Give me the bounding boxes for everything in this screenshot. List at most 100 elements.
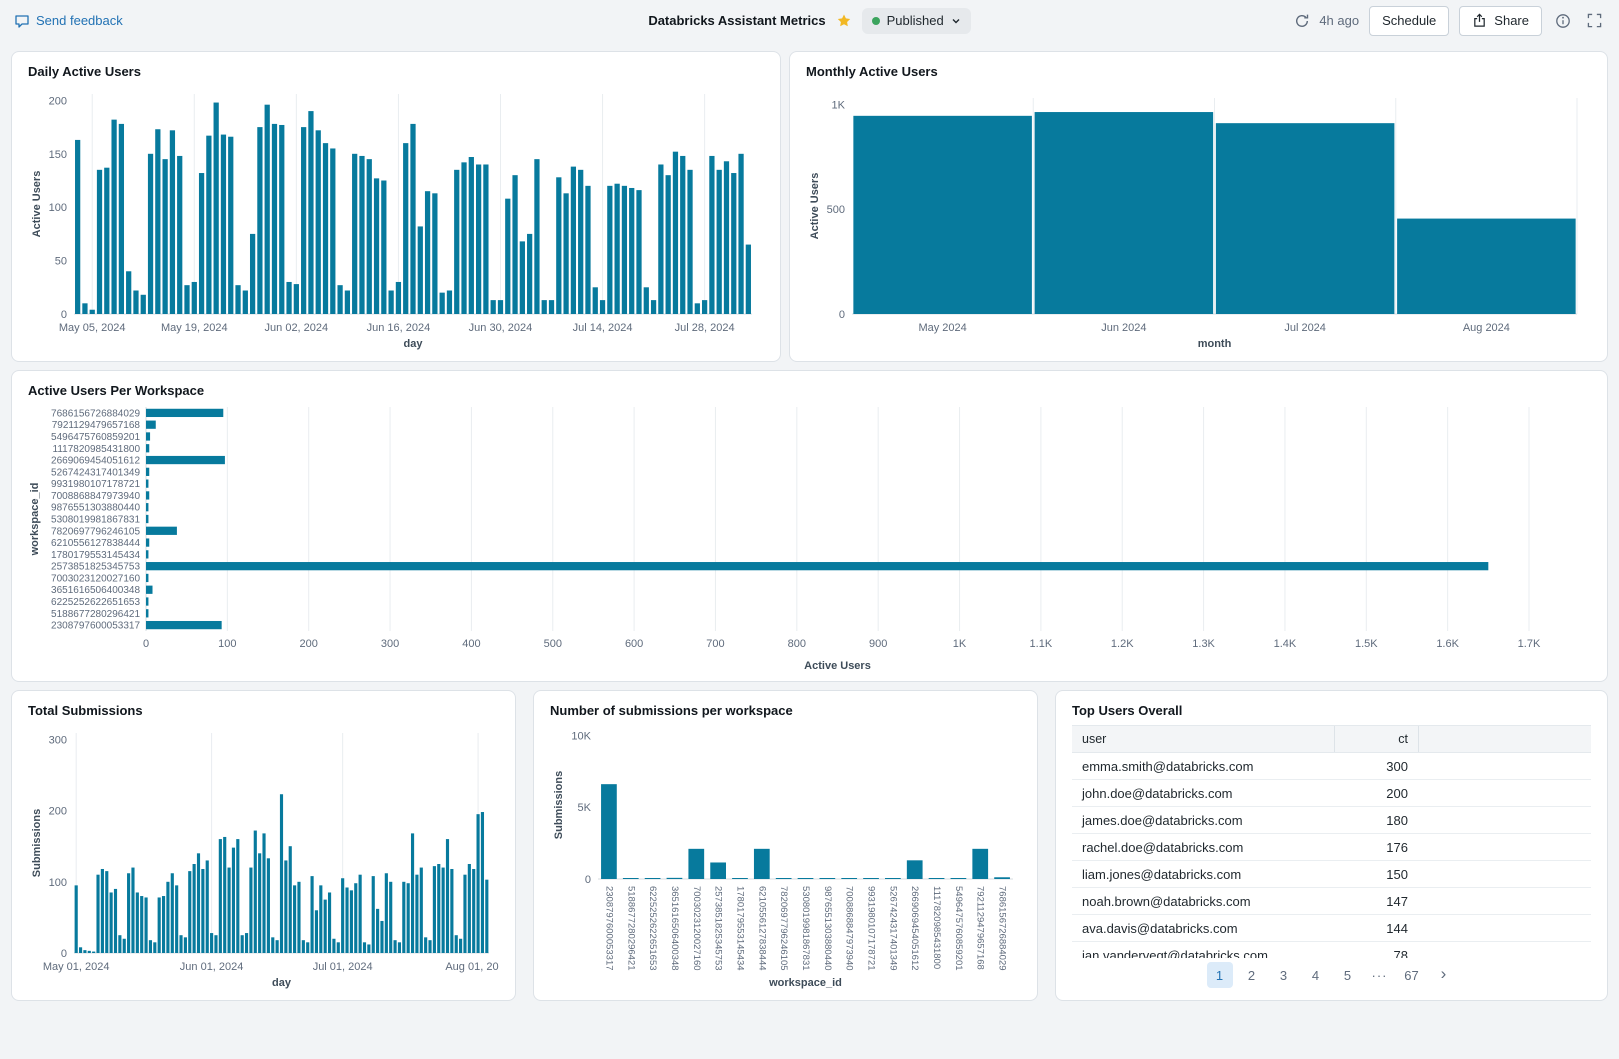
svg-text:2308797600053317: 2308797600053317 xyxy=(51,621,140,632)
pagination-ellipsis: ··· xyxy=(1371,967,1388,983)
monthly-active-users-chart[interactable]: 0 500 1K May 2024 Jun 2024 Jul 2024 Aug 2024 mo… xyxy=(806,86,1591,352)
svg-text:May 19, 2024: May 19, 2024 xyxy=(161,322,228,334)
table-header-row: user ct xyxy=(1072,725,1591,753)
count-cell: 176 xyxy=(1386,839,1408,855)
refresh-button[interactable] xyxy=(1291,10,1313,32)
pagination-page-4[interactable]: 4 xyxy=(1311,967,1320,983)
pagination-page-5[interactable]: 5 xyxy=(1343,967,1352,983)
chart-title-monthly-active-users: Monthly Active Users xyxy=(806,64,938,79)
svg-text:2669069454051612: 2669069454051612 xyxy=(909,886,920,971)
svg-text:5308019981867831: 5308019981867831 xyxy=(800,886,811,971)
svg-text:7686156726884029: 7686156726884029 xyxy=(51,408,140,419)
chart-title-total-submissions: Total Submissions xyxy=(28,703,143,718)
svg-text:day: day xyxy=(272,977,292,989)
svg-text:7003023120027160: 7003023120027160 xyxy=(691,886,702,971)
pagination-page-3[interactable]: 3 xyxy=(1279,967,1288,983)
submissions-per-workspace-chart[interactable]: 0 5K 10K 2308797600053317 5188677280296421 62… xyxy=(550,725,1021,991)
table-row[interactable]: ian.vandervegt@databricks.com 78 xyxy=(1072,942,1591,959)
pagination-page-67[interactable]: 67 xyxy=(1404,967,1419,983)
svg-text:100: 100 xyxy=(49,202,67,214)
table-row[interactable]: ava.davis@databricks.com 144 xyxy=(1072,915,1591,942)
svg-text:1K: 1K xyxy=(953,638,967,650)
svg-text:700: 700 xyxy=(706,638,724,650)
svg-text:800: 800 xyxy=(788,638,806,650)
svg-text:7008868847973940: 7008868847973940 xyxy=(844,886,855,971)
schedule-button[interactable]: Schedule xyxy=(1369,5,1450,36)
svg-text:5267424317401349: 5267424317401349 xyxy=(887,886,898,971)
chevron-down-icon xyxy=(952,18,960,23)
info-button[interactable] xyxy=(1552,10,1574,32)
topbar: Send feedback Databricks Assistant Metri… xyxy=(0,0,1619,41)
pagination-page-1[interactable]: 1 xyxy=(1206,962,1233,988)
pagination-next-button[interactable]: › xyxy=(1440,964,1447,983)
svg-text:600: 600 xyxy=(625,638,643,650)
svg-text:1.5K: 1.5K xyxy=(1355,638,1378,650)
svg-text:9931980107178721: 9931980107178721 xyxy=(866,886,877,971)
svg-text:3651616506400348: 3651616506400348 xyxy=(669,886,680,971)
active-users-per-workspace-chart[interactable]: 0 100 200 300 400 500 600 700 800 900 1K 1.1K 1.2K 1.… xyxy=(28,405,1591,673)
svg-text:2573851825345753: 2573851825345753 xyxy=(51,562,140,573)
pagination-page-2[interactable]: 2 xyxy=(1247,967,1256,983)
total-submissions-chart[interactable]: 0 100 200 300 May 01, 2024 Jun 01, 2024 Jul 01… xyxy=(28,725,499,991)
svg-text:7003023120027160: 7003023120027160 xyxy=(51,573,140,584)
table-row[interactable]: liam.jones@databricks.com 150 xyxy=(1072,861,1591,888)
svg-text:300: 300 xyxy=(381,638,399,650)
pagination: 1 2 3 4 5 ··· 67 › xyxy=(1072,958,1591,992)
dashboard-title: Databricks Assistant Metrics xyxy=(648,13,826,28)
svg-text:6210556127838444: 6210556127838444 xyxy=(756,886,767,971)
svg-text:7686156726884029: 7686156726884029 xyxy=(997,886,1008,971)
svg-text:Jul 14, 2024: Jul 14, 2024 xyxy=(573,322,633,334)
svg-text:9876551303880440: 9876551303880440 xyxy=(822,886,833,971)
publish-status-label: Published xyxy=(886,13,944,28)
count-cell: 150 xyxy=(1386,866,1408,882)
svg-text:day: day xyxy=(404,338,424,350)
chart-title-submissions-per-workspace: Number of submissions per workspace xyxy=(550,703,793,718)
svg-text:May 05, 2024: May 05, 2024 xyxy=(59,322,126,334)
publish-status-dropdown[interactable]: Published xyxy=(861,7,971,34)
svg-text:7820697796246105: 7820697796246105 xyxy=(51,526,140,537)
svg-text:Aug 01, 2024: Aug 01, 2024 xyxy=(445,961,499,973)
table-row[interactable]: john.doe@databricks.com 200 xyxy=(1072,780,1591,807)
table-row[interactable]: james.doe@databricks.com 180 xyxy=(1072,807,1591,834)
svg-text:2308797600053317: 2308797600053317 xyxy=(603,886,614,971)
table-row[interactable]: noah.brown@databricks.com 147 xyxy=(1072,888,1591,915)
svg-text:5K: 5K xyxy=(578,802,592,814)
feedback-bubble-icon xyxy=(15,14,29,28)
svg-text:0: 0 xyxy=(839,309,845,321)
svg-text:5188677280296421: 5188677280296421 xyxy=(625,886,636,971)
svg-text:50: 50 xyxy=(55,256,67,268)
column-header-empty xyxy=(1418,726,1591,752)
daily-active-users-chart[interactable]: 0 50 100 150 200 May 05, 2024 May 19, 2024 Jun … xyxy=(28,86,764,352)
card-total-submissions: Total Submissions 0 100 200 300 May 01, 2024… xyxy=(11,690,516,1001)
svg-text:300: 300 xyxy=(49,734,67,746)
table-row[interactable]: rachel.doe@databricks.com 176 xyxy=(1072,834,1591,861)
user-email-cell: rachel.doe@databricks.com xyxy=(1082,839,1244,855)
user-email-cell: john.doe@databricks.com xyxy=(1082,785,1233,801)
send-feedback-link[interactable]: Send feedback xyxy=(14,13,123,29)
svg-text:Aug 2024: Aug 2024 xyxy=(1463,322,1510,334)
share-button-label: Share xyxy=(1494,13,1529,28)
svg-text:1K: 1K xyxy=(832,99,846,111)
svg-text:month: month xyxy=(1198,338,1232,350)
share-button[interactable]: Share xyxy=(1459,5,1542,36)
svg-text:7921129479657168: 7921129479657168 xyxy=(975,886,986,970)
svg-text:1.6K: 1.6K xyxy=(1436,638,1459,650)
user-email-cell: noah.brown@databricks.com xyxy=(1082,893,1251,909)
svg-text:3651616506400348: 3651616506400348 xyxy=(51,585,140,596)
column-header-ct[interactable]: ct xyxy=(1334,726,1418,752)
svg-text:1.1K: 1.1K xyxy=(1030,638,1053,650)
svg-text:1780179553145434: 1780179553145434 xyxy=(734,886,745,971)
user-email-cell: liam.jones@databricks.com xyxy=(1082,866,1242,882)
schedule-button-label: Schedule xyxy=(1382,13,1437,28)
send-feedback-label: Send feedback xyxy=(36,13,123,28)
svg-text:5267424317401349: 5267424317401349 xyxy=(51,467,140,478)
count-cell: 300 xyxy=(1386,758,1408,774)
fullscreen-button[interactable] xyxy=(1584,10,1605,31)
table-row[interactable]: emma.smith@databricks.com 300 xyxy=(1072,753,1591,780)
favorite-star-icon[interactable] xyxy=(836,13,852,29)
svg-text:1.4K: 1.4K xyxy=(1274,638,1297,650)
svg-text:7921129479657168: 7921129479657168 xyxy=(52,420,141,431)
column-header-user[interactable]: user xyxy=(1082,732,1107,746)
svg-text:7008868847973940: 7008868847973940 xyxy=(51,491,140,502)
chart-title-daily-active-users: Daily Active Users xyxy=(28,64,141,79)
